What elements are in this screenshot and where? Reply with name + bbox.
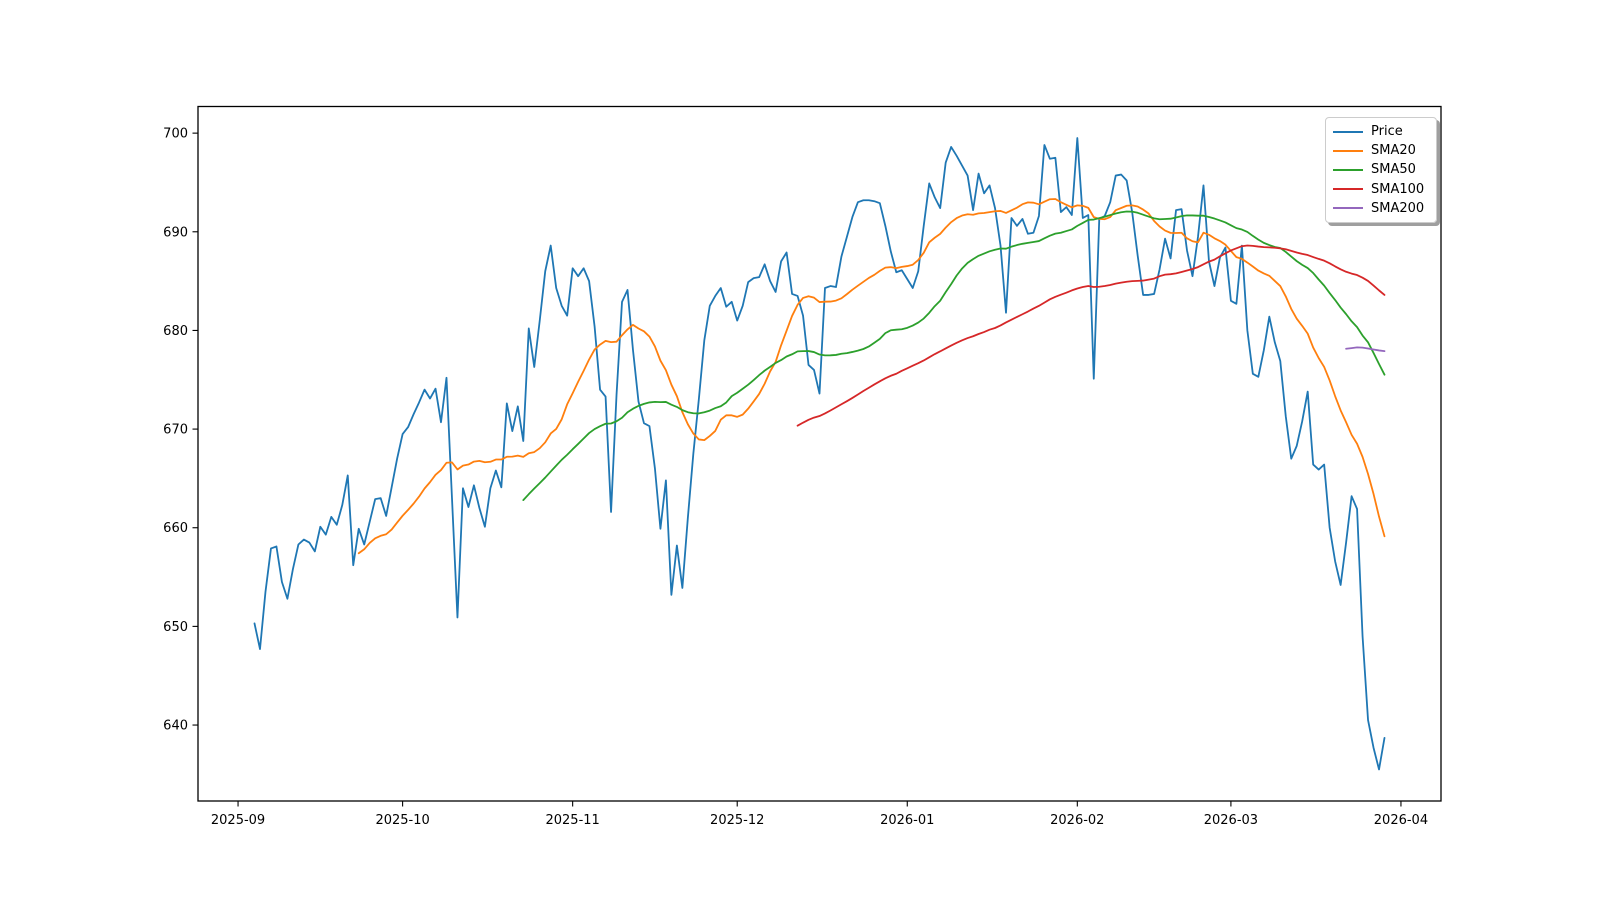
x-tick-label: 2026-01	[880, 813, 934, 828]
axes-spines	[197, 105, 1442, 802]
sma100-line-swatch-icon	[1333, 188, 1363, 191]
x-tick-label: 2026-04	[1374, 813, 1428, 828]
y-tick-label: 670	[163, 423, 188, 438]
legend-entry-sma20: SMA20	[1333, 141, 1428, 160]
legend-entry-sma50: SMA50	[1333, 160, 1428, 179]
sma50-line	[522, 210, 1386, 501]
legend-entry-sma100: SMA100	[1333, 180, 1428, 199]
x-tick-label: 2026-02	[1050, 813, 1104, 828]
x-tick-label: 2025-11	[545, 813, 599, 828]
price-line-swatch-icon	[1333, 130, 1363, 133]
sma20-line	[357, 198, 1386, 555]
x-tick-label: 2025-10	[375, 813, 429, 828]
legend: Price SMA20 SMA50 SMA100 SMA200	[1325, 117, 1437, 223]
sma20-line-swatch-icon	[1333, 149, 1363, 152]
y-tick-label: 640	[163, 719, 188, 734]
legend-label-sma50: SMA50	[1371, 162, 1416, 178]
sma200-line	[1345, 346, 1386, 353]
sma50-line-swatch-icon	[1333, 168, 1363, 171]
x-tick-label: 2025-09	[211, 813, 265, 828]
x-tick-label: 2025-12	[710, 813, 764, 828]
sma100-line	[796, 244, 1386, 427]
y-tick-label: 680	[163, 324, 188, 339]
legend-entry-sma200: SMA200	[1333, 199, 1428, 218]
legend-entry-price: Price	[1333, 122, 1428, 141]
y-tick-label: 650	[163, 620, 188, 635]
y-tick-label: 690	[163, 225, 188, 240]
legend-label-sma100: SMA100	[1371, 181, 1425, 197]
legend-label-sma20: SMA20	[1371, 143, 1416, 159]
y-tick-label: 660	[163, 521, 188, 536]
legend-label-price: Price	[1371, 124, 1403, 140]
x-tick-label: 2026-03	[1204, 813, 1258, 828]
legend-label-sma200: SMA200	[1371, 200, 1425, 216]
price-line	[253, 137, 1386, 771]
y-tick-label: 700	[163, 127, 188, 142]
sma200-line-swatch-icon	[1333, 207, 1363, 210]
